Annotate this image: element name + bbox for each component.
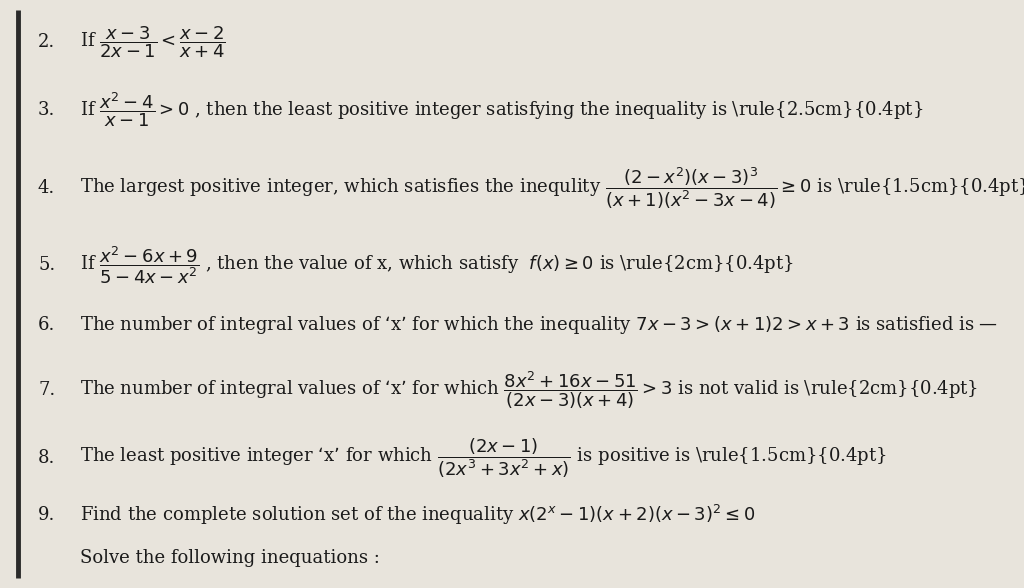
Text: Solve the following inequations :: Solve the following inequations : [80, 549, 380, 567]
Text: 2.: 2. [38, 33, 55, 51]
Text: If $\dfrac{x^2-6x+9}{5-4x-x^2}$ , then the value of x, which satisfy  $f(x) \geq: If $\dfrac{x^2-6x+9}{5-4x-x^2}$ , then t… [80, 244, 794, 286]
Text: 8.: 8. [38, 449, 55, 467]
Text: The number of integral values of ‘x’ for which $\dfrac{8x^2+16x-51}{(2x-3)(x+4)}: The number of integral values of ‘x’ for… [80, 369, 978, 411]
Text: If $\dfrac{x^2-4}{x-1} > 0$ , then the least positive integer satisfying the ine: If $\dfrac{x^2-4}{x-1} > 0$ , then the l… [80, 91, 924, 129]
Text: 5.: 5. [38, 256, 55, 274]
Text: 4.: 4. [38, 179, 55, 197]
Text: Find the complete solution set of the inequality $x(2^x-1)(x+2)(x-3)^2 \leq 0$: Find the complete solution set of the in… [80, 503, 756, 527]
Text: 3.: 3. [38, 101, 55, 119]
Text: 9.: 9. [38, 506, 55, 524]
Text: 7.: 7. [38, 381, 55, 399]
Text: The number of integral values of ‘x’ for which the inequality $7x-3>(x+1)2>x+3$ : The number of integral values of ‘x’ for… [80, 314, 998, 336]
Text: The largest positive integer, which satisfies the inequlity $\dfrac{(2-x^2)(x-3): The largest positive integer, which sati… [80, 165, 1024, 211]
Text: 6.: 6. [38, 316, 55, 334]
Text: The least positive integer ‘x’ for which $\dfrac{(2x-1)}{(2x^3+3x^2+x)}$ is posi: The least positive integer ‘x’ for which… [80, 436, 887, 480]
Text: If $\dfrac{x-3}{2x-1} < \dfrac{x-2}{x+4}$: If $\dfrac{x-3}{2x-1} < \dfrac{x-2}{x+4}… [80, 24, 225, 60]
